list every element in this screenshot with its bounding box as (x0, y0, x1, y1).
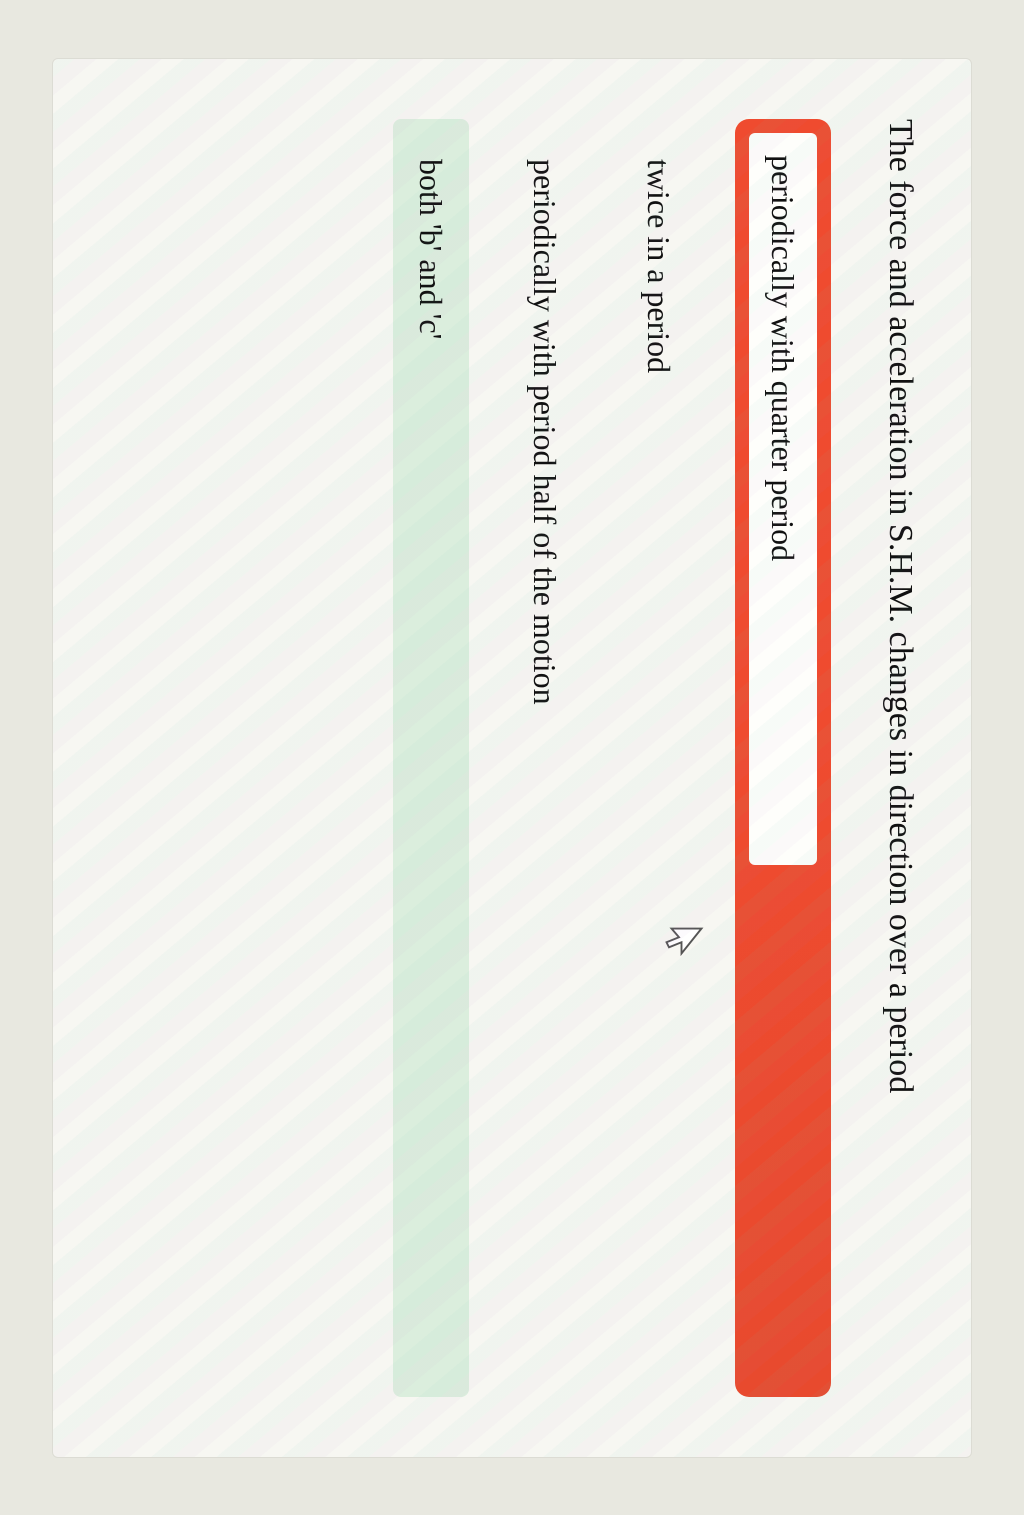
option-c[interactable]: periodically with period half of the mot… (507, 119, 583, 1397)
screen: The force and acceleration in S.H.M. cha… (0, 0, 1024, 1515)
option-c-label: periodically with period half of the mot… (525, 159, 565, 705)
option-d-label: both 'b' and 'c' (411, 159, 451, 339)
options-list: periodically with quarter period twice i… (393, 119, 831, 1397)
option-d[interactable]: both 'b' and 'c' (393, 119, 469, 1397)
question-text: The force and acceleration in S.H.M. cha… (877, 119, 923, 1397)
option-a-label: periodically with quarter period (749, 133, 817, 865)
option-a[interactable]: periodically with quarter period (735, 119, 831, 1397)
quiz-card: The force and acceleration in S.H.M. cha… (52, 58, 972, 1458)
option-b-label: twice in a period (639, 159, 679, 373)
option-b[interactable]: twice in a period (621, 119, 697, 1397)
